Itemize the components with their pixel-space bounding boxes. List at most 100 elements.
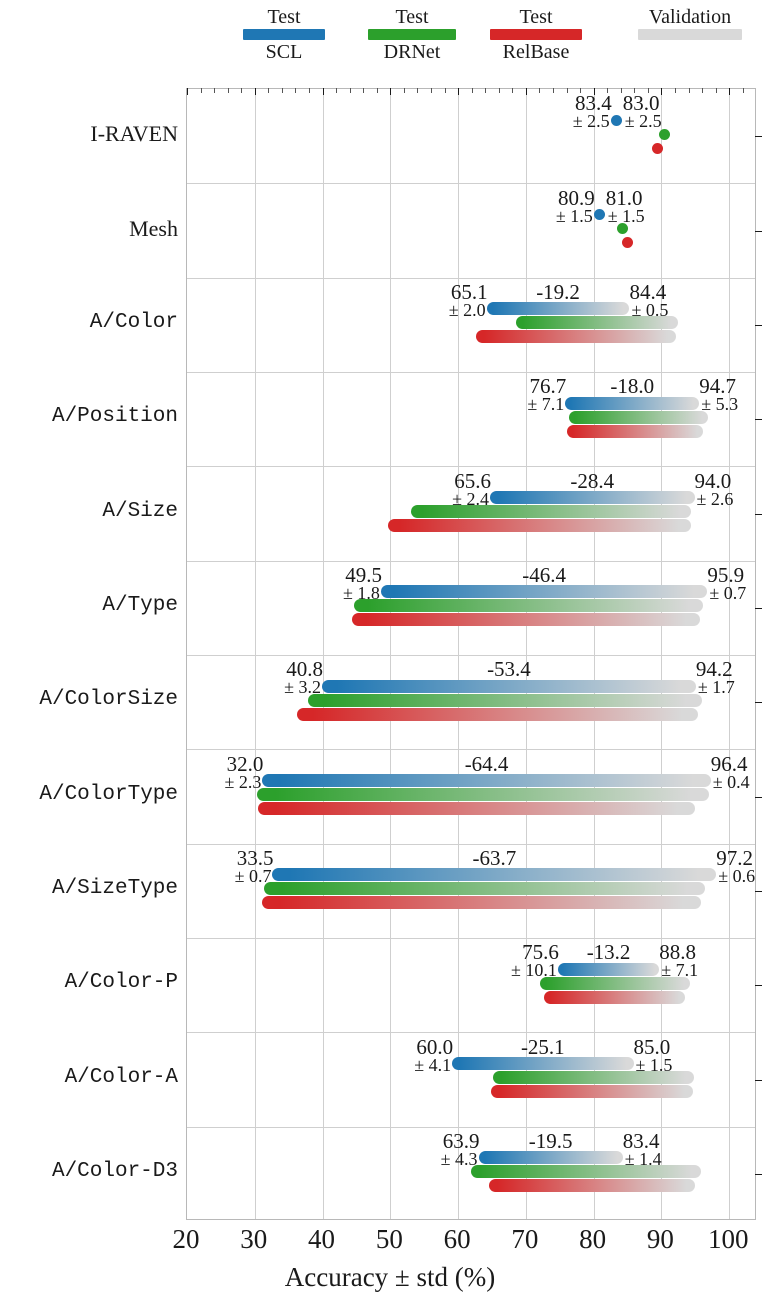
x-minor-tick	[444, 88, 446, 93]
x-minor-tick	[363, 88, 365, 93]
validation-std-label: ± 1.5	[607, 205, 645, 226]
legend-item-validation[interactable]: Validation	[638, 6, 742, 41]
test-std-label: ± 2.4	[452, 488, 490, 509]
legend-top-label: Test	[519, 6, 553, 28]
y-tick	[755, 702, 762, 704]
gradient-bar	[566, 424, 704, 438]
gradient-bar	[353, 599, 703, 613]
x-minor-tick	[281, 88, 283, 93]
x-minor-tick	[417, 88, 419, 93]
data-point-marker	[594, 209, 606, 220]
validation-std-label: ± 0.5	[631, 299, 669, 320]
legend-top-label: Test	[267, 6, 301, 28]
test-value-label: 32.0	[226, 751, 264, 776]
x-minor-tick	[430, 88, 432, 93]
y-tick	[755, 796, 762, 798]
x-gridline	[390, 89, 392, 1219]
y-gridline	[187, 749, 755, 751]
gradient-bar	[489, 1179, 696, 1193]
gradient-bar	[486, 302, 630, 316]
x-minor-tick	[715, 88, 717, 93]
gradient-bar	[272, 868, 717, 882]
y-tick	[755, 1079, 762, 1081]
gradient-bar	[308, 693, 702, 707]
y-gridline	[187, 938, 755, 939]
x-minor-tick	[403, 88, 405, 93]
x-gridline	[525, 89, 527, 1219]
legend-bottom-label: SCL	[265, 41, 303, 63]
y-axis-label-mesh: Mesh	[129, 215, 178, 241]
x-minor-tick	[376, 88, 378, 93]
x-minor-tick	[485, 88, 487, 93]
validation-value-label: 94.2	[695, 657, 733, 682]
x-tick-label: 100	[707, 1224, 749, 1254]
gradient-bar	[568, 410, 709, 424]
legend-color-swatch	[243, 29, 325, 40]
x-minor-tick	[512, 88, 514, 93]
x-axis-tick-labels: 20 30 40 50 60 70 80 90 100	[173, 1224, 780, 1256]
x-minor-tick	[308, 88, 310, 93]
gradient-bar	[478, 1151, 623, 1165]
x-minor-tick	[336, 88, 338, 93]
gap-value-label: -53.4	[487, 657, 531, 682]
y-tick	[755, 136, 762, 138]
gradient-bar	[452, 1057, 634, 1070]
x-minor-tick	[295, 88, 297, 93]
y-axis-label-a-color-p: A/Color-P	[64, 971, 178, 995]
y-tick	[755, 890, 762, 892]
validation-value-label: 81.0	[605, 185, 643, 210]
legend-item-drnet[interactable]: Test DRNet	[368, 6, 456, 63]
gradient-bar	[351, 613, 700, 627]
x-minor-tick	[471, 88, 473, 93]
x-tick-label: 80	[579, 1224, 607, 1254]
test-value-label: 65.6	[454, 468, 492, 493]
test-std-label: ± 3.2	[284, 677, 321, 698]
y-gridline	[187, 843, 755, 845]
validation-value-label: 96.4	[710, 751, 748, 776]
y-axis-label-a-size: A/Size	[102, 499, 178, 523]
validation-std-label: ± 5.3	[701, 394, 739, 415]
x-gridline	[661, 89, 663, 1219]
y-gridline	[187, 1032, 755, 1034]
gap-value-label: -28.4	[570, 468, 615, 493]
legend-item-relbase[interactable]: Test RelBase	[490, 6, 582, 63]
data-point-marker	[658, 128, 670, 140]
y-gridline	[187, 560, 755, 562]
validation-value-label: 94.7	[699, 374, 737, 399]
legend-item-scl[interactable]: Test SCL	[243, 6, 325, 63]
validation-std-label: ± 1.4	[624, 1148, 662, 1169]
gap-value-label: -46.4	[522, 562, 567, 587]
legend-top-label: Test	[395, 6, 429, 28]
legend-color-swatch	[368, 29, 456, 40]
x-minor-tick	[688, 88, 690, 93]
x-gridline	[458, 89, 460, 1219]
y-gridline	[187, 183, 755, 185]
test-value-label: 63.9	[442, 1128, 480, 1153]
plot-area: 83.4 ± 2.5 83.0 ± 2.5 80.9 ± 1.5 81.0 ± 1.5 65.1…	[186, 88, 762, 1220]
x-minor-tick	[214, 88, 216, 93]
test-value-label: 75.6	[522, 940, 559, 965]
validation-std-label: ± 0.6	[718, 865, 756, 886]
x-minor-tick	[580, 88, 582, 93]
x-gridline	[729, 89, 731, 1219]
test-value-label: 49.5	[345, 562, 382, 587]
validation-std-label: ± 1.7	[697, 677, 735, 698]
data-point-marker	[622, 237, 634, 248]
test-std-label: ± 2.0	[448, 299, 486, 320]
legend-color-swatch	[638, 29, 742, 40]
gradient-bar	[380, 585, 708, 599]
legend-bottom-label: RelBase	[502, 41, 570, 63]
y-axis-label-a-color-d3: A/Color-D3	[51, 1159, 178, 1183]
y-axis-label-a-position: A/Position	[51, 405, 178, 429]
validation-value-label: 97.2	[716, 845, 753, 870]
y-tick	[755, 985, 762, 987]
test-value-label: 60.0	[416, 1034, 454, 1059]
x-minor-tick	[607, 88, 609, 93]
gap-value-label: -25.1	[520, 1034, 565, 1059]
data-point-marker	[611, 114, 623, 126]
gradient-bar	[490, 1085, 694, 1098]
gradient-bar	[492, 1071, 694, 1084]
x-gridline	[254, 89, 256, 1219]
test-value-label: 80.9	[558, 185, 595, 210]
y-axis-label-i-raven: I-RAVEN	[90, 121, 178, 147]
